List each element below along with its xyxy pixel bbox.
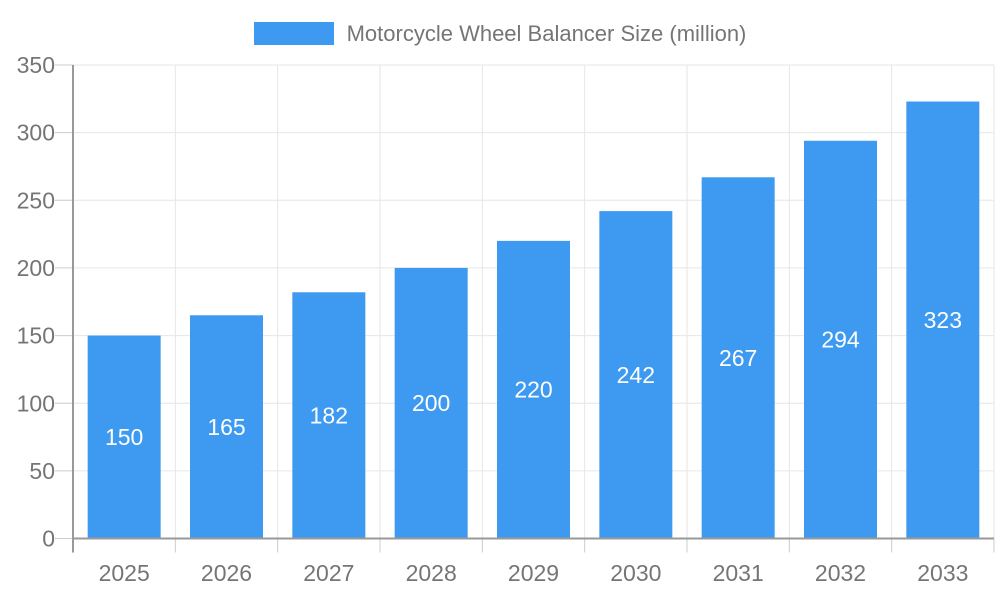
bar-2032[interactable] (804, 140, 877, 539)
legend-label: Motorcycle Wheel Balancer Size (million) (346, 21, 747, 46)
y-tick-label: 0 (42, 526, 55, 552)
bar-2033[interactable] (906, 101, 980, 539)
bar-value-label: 220 (514, 377, 552, 403)
x-tick-label: 2027 (303, 560, 354, 586)
x-tick-label: 2033 (917, 560, 968, 586)
legend-item[interactable]: Motorcycle Wheel Balancer Size (million) (0, 22, 1000, 45)
legend-swatch (253, 22, 334, 45)
x-tick-label: 2026 (201, 560, 252, 586)
y-tick-label: 350 (17, 52, 55, 78)
bar-value-label: 242 (617, 362, 655, 388)
y-tick-label: 200 (17, 255, 55, 281)
y-tick-label: 50 (29, 458, 55, 484)
bar-value-label: 200 (412, 390, 450, 416)
bar-2026[interactable] (190, 315, 263, 539)
bar-2031[interactable] (701, 177, 775, 539)
x-tick-label: 2032 (815, 560, 866, 586)
y-tick-label: 100 (17, 390, 55, 416)
x-tick-label: 2025 (99, 560, 150, 586)
bar-2029[interactable] (497, 240, 570, 539)
y-tick-label: 150 (17, 323, 55, 349)
bar-2030[interactable] (599, 211, 673, 539)
x-tick-label: 2030 (610, 560, 661, 586)
bar-value-label: 182 (310, 402, 348, 428)
bar-value-label: 323 (924, 307, 962, 333)
bar-2028[interactable] (394, 267, 468, 539)
bar-value-label: 150 (105, 424, 143, 450)
y-tick-label: 300 (17, 120, 55, 146)
y-tick-label: 250 (17, 187, 55, 213)
x-tick-label: 2029 (508, 560, 559, 586)
bar-2025[interactable] (87, 335, 161, 539)
bar-2027[interactable] (292, 292, 366, 539)
bar-value-label: 294 (821, 327, 860, 353)
x-tick-label: 2028 (406, 560, 457, 586)
x-tick-label: 2031 (713, 560, 764, 586)
bar-value-label: 267 (719, 345, 757, 371)
bar-value-label: 165 (207, 414, 245, 440)
